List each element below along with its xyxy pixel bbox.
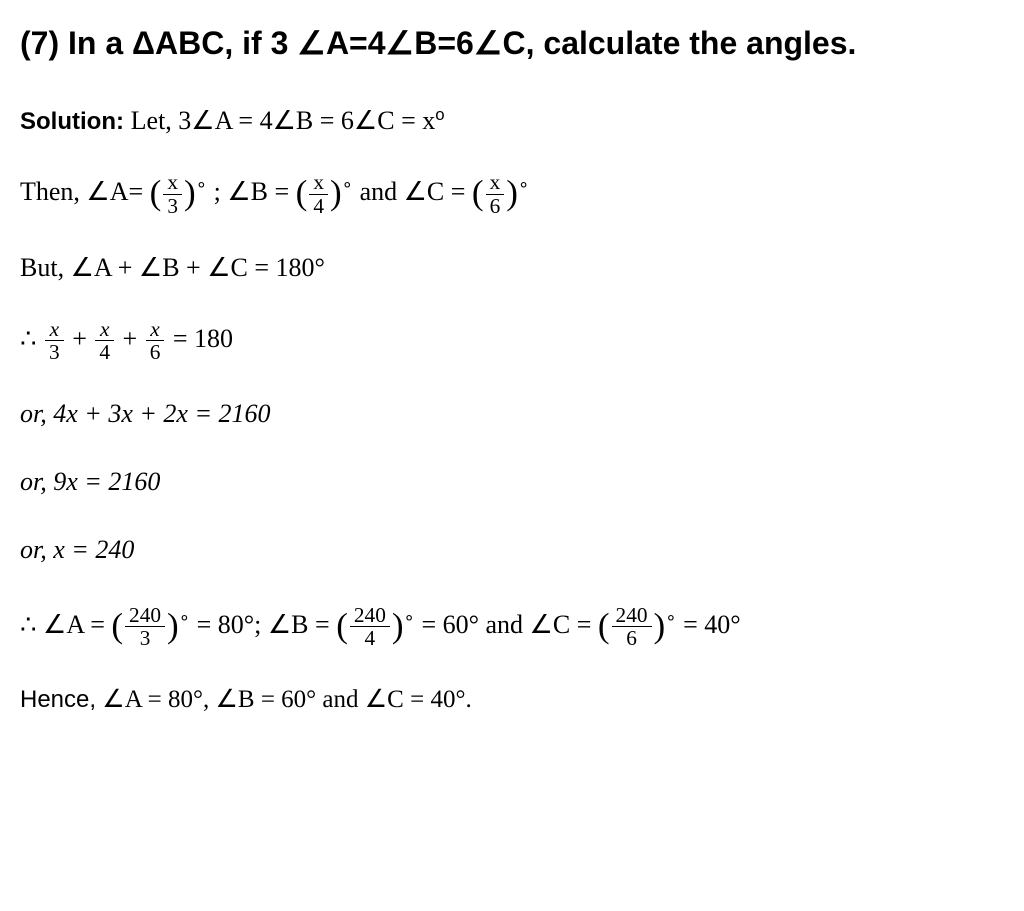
but-line: But, ∠A + ∠B + ∠C = 180° [20, 250, 1004, 286]
or-line-2-text: or, 9x = 2160 [20, 467, 160, 496]
hence-rest: ∠A = 80°, ∠B = 60° and ∠C = 40°. [96, 686, 472, 713]
deg-symbol: ∘ [665, 607, 676, 627]
therefore-frac-line: ∴ x3 + x4 + x6 = 180 [20, 318, 1004, 364]
close-paren: ) [392, 606, 404, 645]
frac-c: x6 [486, 171, 505, 217]
hence-label: Hence, [20, 686, 96, 713]
or-line-2: or, 9x = 2160 [20, 464, 1004, 500]
or-line-3-text: or, x = 240 [20, 535, 134, 564]
deg-symbol: ∘ [179, 607, 190, 627]
frac-r3-den: 6 [612, 627, 652, 649]
frac-ix-den: 3 [45, 341, 64, 363]
frac-ix-num: x [45, 318, 64, 341]
frac-b-den: 4 [309, 195, 328, 217]
result-c: = 40° [683, 610, 741, 639]
plus1: + [72, 324, 87, 353]
question-text: (7) In a ΔABC, if 3 ∠A=4∠B=6∠C, calculat… [20, 20, 1004, 66]
question-number: (7) [20, 25, 59, 61]
frac-iy-num: x [95, 318, 114, 341]
close-paren: ) [167, 606, 179, 645]
result-prefix: ∴ ∠A = [20, 610, 111, 639]
open-paren: ( [472, 173, 484, 212]
frac-iz-num: x [146, 318, 165, 341]
frac-r2-den: 4 [350, 627, 390, 649]
deg-symbol: o [435, 105, 444, 124]
result-a: = 80°; ∠B = [197, 610, 337, 639]
frac-iz-den: 6 [146, 341, 165, 363]
open-paren: ( [598, 606, 610, 645]
frac-r1-num: 240 [125, 604, 165, 627]
hence-line: Hence, ∠A = 80°, ∠B = 60° and ∠C = 40°. [20, 682, 1004, 717]
frac-b-num: x [309, 171, 328, 194]
deg-symbol: ∘ [518, 175, 529, 195]
frac-b: x4 [309, 171, 328, 217]
frac-r3: 2406 [612, 604, 652, 650]
frac-iy: x4 [95, 318, 114, 364]
frac-r2: 2404 [350, 604, 390, 650]
plus2: + [123, 324, 138, 353]
or-line-1: or, 4x + 3x + 2x = 2160 [20, 396, 1004, 432]
then-mid2: and ∠C = [360, 177, 472, 206]
frac-r2-num: 240 [350, 604, 390, 627]
let-text: Let, 3∠A = 4∠B = 6∠C = x [131, 106, 436, 135]
frac-iy-den: 4 [95, 341, 114, 363]
page: (7) In a ΔABC, if 3 ∠A=4∠B=6∠C, calculat… [0, 0, 1024, 911]
frac-r1-den: 3 [125, 627, 165, 649]
close-paren: ) [506, 173, 518, 212]
frac-c-den: 6 [486, 195, 505, 217]
open-paren: ( [336, 606, 348, 645]
then-prefix: Then, ∠A= [20, 177, 143, 206]
frac-r3-num: 240 [612, 604, 652, 627]
question-body: In a ΔABC, if 3 ∠A=4∠B=6∠C, calculate th… [68, 25, 856, 61]
result-line: ∴ ∠A = (2403)∘ = 80°; ∠B = (2404)∘ = 60°… [20, 601, 1004, 650]
deg-symbol: ∘ [196, 175, 207, 195]
then-line: Then, ∠A= (x3)∘ ; ∠B = (x4)∘ and ∠C = (x… [20, 168, 1004, 217]
frac-ix: x3 [45, 318, 64, 364]
frac-c-num: x [486, 171, 505, 194]
close-paren: ) [654, 606, 666, 645]
rhs-180: = 180 [173, 324, 233, 353]
close-paren: ) [330, 173, 342, 212]
result-b: = 60° and ∠C = [421, 610, 597, 639]
solution-intro: Solution: Let, 3∠A = 4∠B = 6∠C = xo [20, 102, 1004, 140]
deg-symbol: ∘ [342, 175, 353, 195]
open-paren: ( [111, 606, 123, 645]
open-paren: ( [150, 173, 162, 212]
deg-symbol: ∘ [404, 607, 415, 627]
frac-iz: x6 [146, 318, 165, 364]
or-line-1-text: or, 4x + 3x + 2x = 2160 [20, 399, 271, 428]
frac-r1: 2403 [125, 604, 165, 650]
open-paren: ( [296, 173, 308, 212]
solution-label: Solution: [20, 108, 124, 135]
therefore-symbol: ∴ [20, 324, 37, 353]
frac-a-den: 3 [163, 195, 182, 217]
frac-a: x3 [163, 171, 182, 217]
or-line-3: or, x = 240 [20, 532, 1004, 568]
frac-a-num: x [163, 171, 182, 194]
close-paren: ) [184, 173, 196, 212]
then-mid1: ; ∠B = [214, 177, 296, 206]
